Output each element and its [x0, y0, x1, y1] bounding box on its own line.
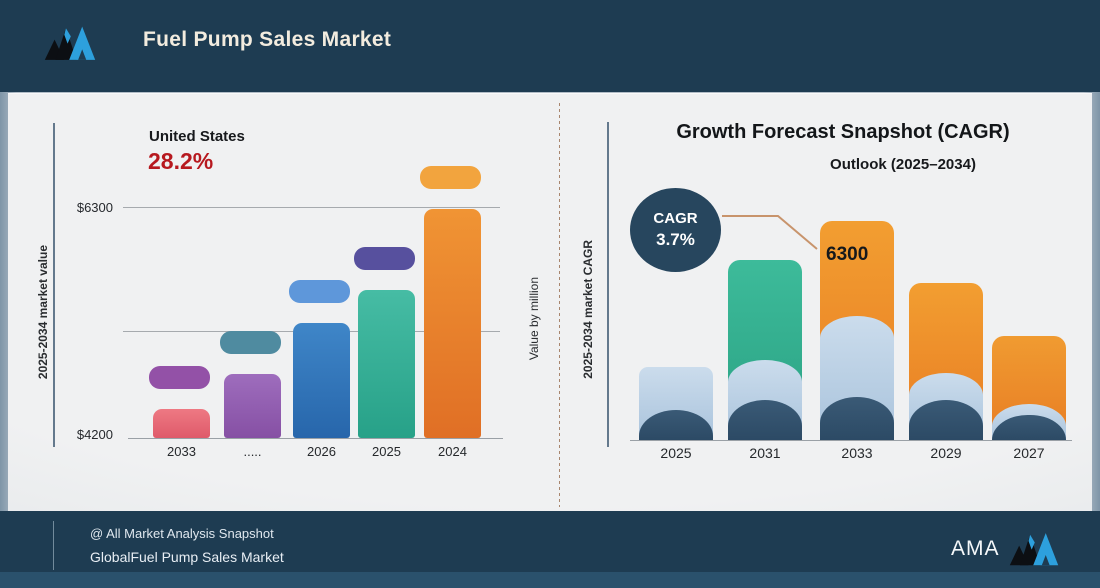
x-tick-2026: 2026	[307, 444, 336, 459]
y-tick-6300: $6300	[76, 200, 113, 215]
bar-cap-.....	[220, 331, 281, 355]
segment-base-2029	[909, 400, 983, 440]
left-chart-highlight-value: 28.2%	[148, 148, 214, 174]
footer-brand-text: AMA	[951, 537, 1000, 560]
bar-2026	[293, 322, 350, 438]
x-tick-2033: 2033	[841, 445, 873, 461]
segment-base-2033	[820, 396, 894, 440]
bar-cap-2025	[354, 246, 415, 270]
left-y-axis-line	[53, 123, 55, 447]
x-tick-2031: 2031	[749, 445, 781, 461]
footer	[0, 511, 1100, 572]
right-chart-title: Growth Forecast Snapshot (CAGR)	[676, 121, 1010, 143]
bar-cap-2026	[289, 279, 350, 303]
y-tick-4200: $4200	[76, 427, 113, 442]
footer-ama-logo-icon	[1009, 533, 1059, 566]
segment-base-2031	[728, 400, 802, 440]
x-tick-2033: 2033	[167, 444, 196, 459]
bar-2025	[358, 289, 415, 438]
footer-divider-line	[53, 521, 54, 570]
right-chart-subtitle: Outlook (2025–2034)	[830, 156, 976, 173]
bar-cap-2033	[149, 366, 210, 390]
left-chart-title: United States	[149, 128, 245, 145]
left-y-axis-label: 2025-2034 market value	[36, 245, 50, 380]
right-x-axis-line	[630, 440, 1072, 441]
footer-bottom-strip	[0, 572, 1100, 588]
x-tick-2027: 2027	[1013, 445, 1045, 461]
panel-divider	[559, 103, 560, 507]
right-y-axis-line	[607, 122, 609, 447]
x-tick-2029: 2029	[930, 445, 962, 461]
x-tick-2025: 2025	[372, 444, 401, 459]
cagr-badge: CAGR 3.7%	[630, 188, 721, 272]
footer-market-text: GlobalFuel Pump Sales Market	[90, 549, 284, 565]
footer-snapshot-text: @ All Market Analysis Snapshot	[90, 526, 274, 541]
header	[0, 0, 1100, 92]
bar-2024	[424, 209, 481, 438]
bar-.....	[224, 374, 281, 438]
value-by-million-label: Value by million	[527, 277, 541, 361]
right-y-axis-label: 2025-2034 market CAGR	[581, 240, 595, 379]
data-label-6300: 6300	[826, 244, 869, 265]
ama-logo-icon	[44, 26, 96, 60]
gridline-6300	[123, 207, 500, 208]
x-tick-2025: 2025	[660, 445, 692, 461]
bar-cap-2024	[420, 166, 481, 190]
x-tick-2024: 2024	[438, 444, 467, 459]
page-title: Fuel Pump Sales Market	[143, 28, 392, 51]
x-tick-.....: .....	[243, 444, 262, 459]
bar-2033	[153, 409, 210, 438]
left-x-axis-line	[128, 438, 503, 439]
cagr-badge-label: CAGR	[653, 210, 698, 227]
cagr-badge-value: 3.7%	[656, 229, 695, 249]
